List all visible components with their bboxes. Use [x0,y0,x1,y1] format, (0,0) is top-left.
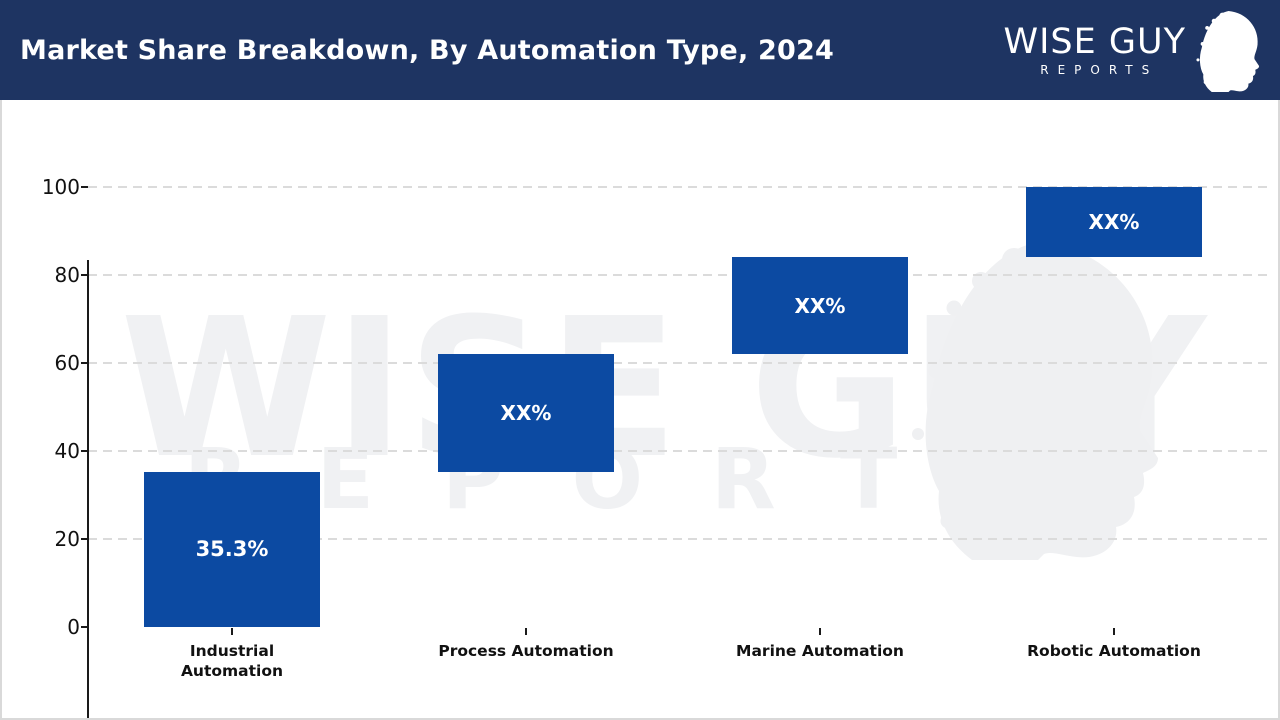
y-tick-80 [81,274,88,276]
bar-2: XX% [438,354,614,472]
header-bar: Market Share Breakdown, By Automation Ty… [0,0,1280,100]
category-label-2: Process Automation [438,642,614,660]
gridline-40 [88,450,1272,452]
y-tick-label-20: 20 [54,527,80,551]
y-tick-100 [81,186,88,188]
logo-head-icon [1196,11,1260,92]
x-tick-3 [819,628,821,635]
y-tick-label-40: 40 [54,439,80,463]
y-tick-label-100: 100 [41,175,80,199]
bar-3: XX% [732,257,908,355]
wise-guy-logo: WISE GUY REPORTS [1003,0,1266,100]
chart-panel: WISE GUY REPORTS 0 20 40 60 80 100 35.3% XX% XX%… [0,100,1280,720]
gridline-20 [88,538,1272,540]
y-tick-label-80: 80 [54,263,80,287]
y-axis-line [87,260,89,718]
y-tick-20 [81,538,88,540]
x-tick-1 [231,628,233,635]
y-tick-0 [81,626,88,628]
watermark-head-icon [912,242,1158,560]
gridline-80 [88,274,1272,276]
y-tick-label-60: 60 [54,351,80,375]
x-tick-2 [525,628,527,635]
bar-value-label: XX% [1088,210,1140,235]
x-tick-4 [1113,628,1115,635]
category-label-4: Robotic Automation [1027,642,1201,660]
gridline-60 [88,362,1272,364]
logo-wordmark: WISE GUY [1003,21,1186,62]
bar-value-label: XX% [500,400,552,425]
y-tick-60 [81,362,88,364]
category-label-3: Marine Automation [736,642,904,660]
logo-text: WISE GUY REPORTS [1003,21,1186,77]
y-tick-label-0: 0 [67,615,80,639]
bar-1: 35.3% [144,471,320,627]
logo-subtitle: REPORTS [1040,62,1159,77]
bar-value-label: XX% [794,293,846,318]
gridline-100 [88,186,1272,188]
y-tick-40 [81,450,88,452]
bar-value-label: 35.3% [195,537,269,562]
page-title: Market Share Breakdown, By Automation Ty… [20,34,834,66]
bar-4: XX% [1026,187,1202,258]
category-label-1: Industrial Automation [180,642,284,681]
